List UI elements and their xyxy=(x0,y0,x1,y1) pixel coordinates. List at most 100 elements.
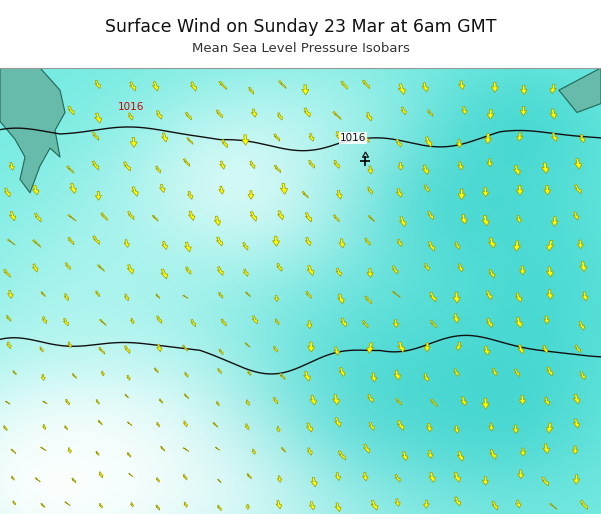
Polygon shape xyxy=(41,291,45,297)
Polygon shape xyxy=(371,373,377,382)
Polygon shape xyxy=(368,166,373,174)
Polygon shape xyxy=(278,113,282,120)
Polygon shape xyxy=(544,397,550,406)
Polygon shape xyxy=(191,320,196,327)
Polygon shape xyxy=(252,449,255,454)
Polygon shape xyxy=(454,369,459,377)
Polygon shape xyxy=(544,316,549,324)
Polygon shape xyxy=(215,447,219,450)
Polygon shape xyxy=(514,369,520,377)
Polygon shape xyxy=(401,107,406,115)
Polygon shape xyxy=(489,423,494,431)
Polygon shape xyxy=(275,295,279,302)
Polygon shape xyxy=(218,479,221,483)
Polygon shape xyxy=(336,268,341,277)
Polygon shape xyxy=(546,289,554,300)
Polygon shape xyxy=(456,342,462,351)
Polygon shape xyxy=(35,478,40,482)
Polygon shape xyxy=(460,397,467,406)
Polygon shape xyxy=(130,82,136,91)
Polygon shape xyxy=(127,452,131,457)
Polygon shape xyxy=(219,81,227,89)
Polygon shape xyxy=(483,346,490,355)
Polygon shape xyxy=(341,81,347,89)
Polygon shape xyxy=(156,166,160,173)
Polygon shape xyxy=(98,420,102,425)
Polygon shape xyxy=(9,162,14,170)
Polygon shape xyxy=(222,139,227,148)
Polygon shape xyxy=(333,112,341,120)
Polygon shape xyxy=(396,189,403,197)
Polygon shape xyxy=(543,345,548,353)
Polygon shape xyxy=(5,401,10,404)
Polygon shape xyxy=(32,264,38,272)
Polygon shape xyxy=(424,185,429,192)
Polygon shape xyxy=(428,211,433,220)
Polygon shape xyxy=(454,497,461,506)
Polygon shape xyxy=(277,476,282,483)
Polygon shape xyxy=(218,267,224,276)
Polygon shape xyxy=(96,291,100,297)
Polygon shape xyxy=(520,85,527,95)
Polygon shape xyxy=(486,318,493,328)
Polygon shape xyxy=(308,160,314,168)
Polygon shape xyxy=(513,241,520,251)
Polygon shape xyxy=(579,134,585,143)
Polygon shape xyxy=(189,211,195,221)
Polygon shape xyxy=(274,134,280,141)
Polygon shape xyxy=(549,503,557,509)
Polygon shape xyxy=(430,399,437,407)
Polygon shape xyxy=(183,448,189,451)
Polygon shape xyxy=(514,165,520,175)
Polygon shape xyxy=(517,133,523,141)
Polygon shape xyxy=(302,191,308,198)
Polygon shape xyxy=(550,84,556,94)
Polygon shape xyxy=(7,239,15,245)
Polygon shape xyxy=(573,212,579,220)
Polygon shape xyxy=(13,501,16,505)
Polygon shape xyxy=(428,242,435,251)
Polygon shape xyxy=(65,263,70,270)
Polygon shape xyxy=(66,399,70,405)
Polygon shape xyxy=(339,368,345,377)
Polygon shape xyxy=(308,342,314,352)
Polygon shape xyxy=(156,294,160,299)
Polygon shape xyxy=(334,160,340,169)
Polygon shape xyxy=(422,83,429,92)
Polygon shape xyxy=(95,113,102,123)
Polygon shape xyxy=(128,113,133,120)
Polygon shape xyxy=(578,240,584,249)
Polygon shape xyxy=(99,347,105,354)
Polygon shape xyxy=(245,343,250,347)
Polygon shape xyxy=(32,240,41,247)
Polygon shape xyxy=(546,241,554,251)
Polygon shape xyxy=(72,374,76,378)
Polygon shape xyxy=(368,394,373,402)
Polygon shape xyxy=(156,316,162,323)
Polygon shape xyxy=(307,423,313,432)
Polygon shape xyxy=(34,213,41,222)
Polygon shape xyxy=(65,502,70,506)
Polygon shape xyxy=(213,423,218,427)
Polygon shape xyxy=(276,501,282,509)
Polygon shape xyxy=(125,394,129,398)
Polygon shape xyxy=(516,500,521,508)
Polygon shape xyxy=(367,269,373,278)
Polygon shape xyxy=(542,477,548,486)
Polygon shape xyxy=(424,263,430,271)
Polygon shape xyxy=(184,394,189,399)
Polygon shape xyxy=(371,500,378,510)
Polygon shape xyxy=(183,474,187,480)
Text: 1016: 1016 xyxy=(340,133,367,143)
Polygon shape xyxy=(310,395,317,405)
Polygon shape xyxy=(310,502,315,510)
Polygon shape xyxy=(542,163,549,174)
Polygon shape xyxy=(243,269,248,277)
Polygon shape xyxy=(43,401,47,404)
Polygon shape xyxy=(519,395,526,405)
Text: Mean Sea Level Pressure Isobars: Mean Sea Level Pressure Isobars xyxy=(192,42,409,55)
Polygon shape xyxy=(274,165,281,173)
Polygon shape xyxy=(398,162,403,170)
Polygon shape xyxy=(575,345,581,353)
Polygon shape xyxy=(95,80,100,88)
